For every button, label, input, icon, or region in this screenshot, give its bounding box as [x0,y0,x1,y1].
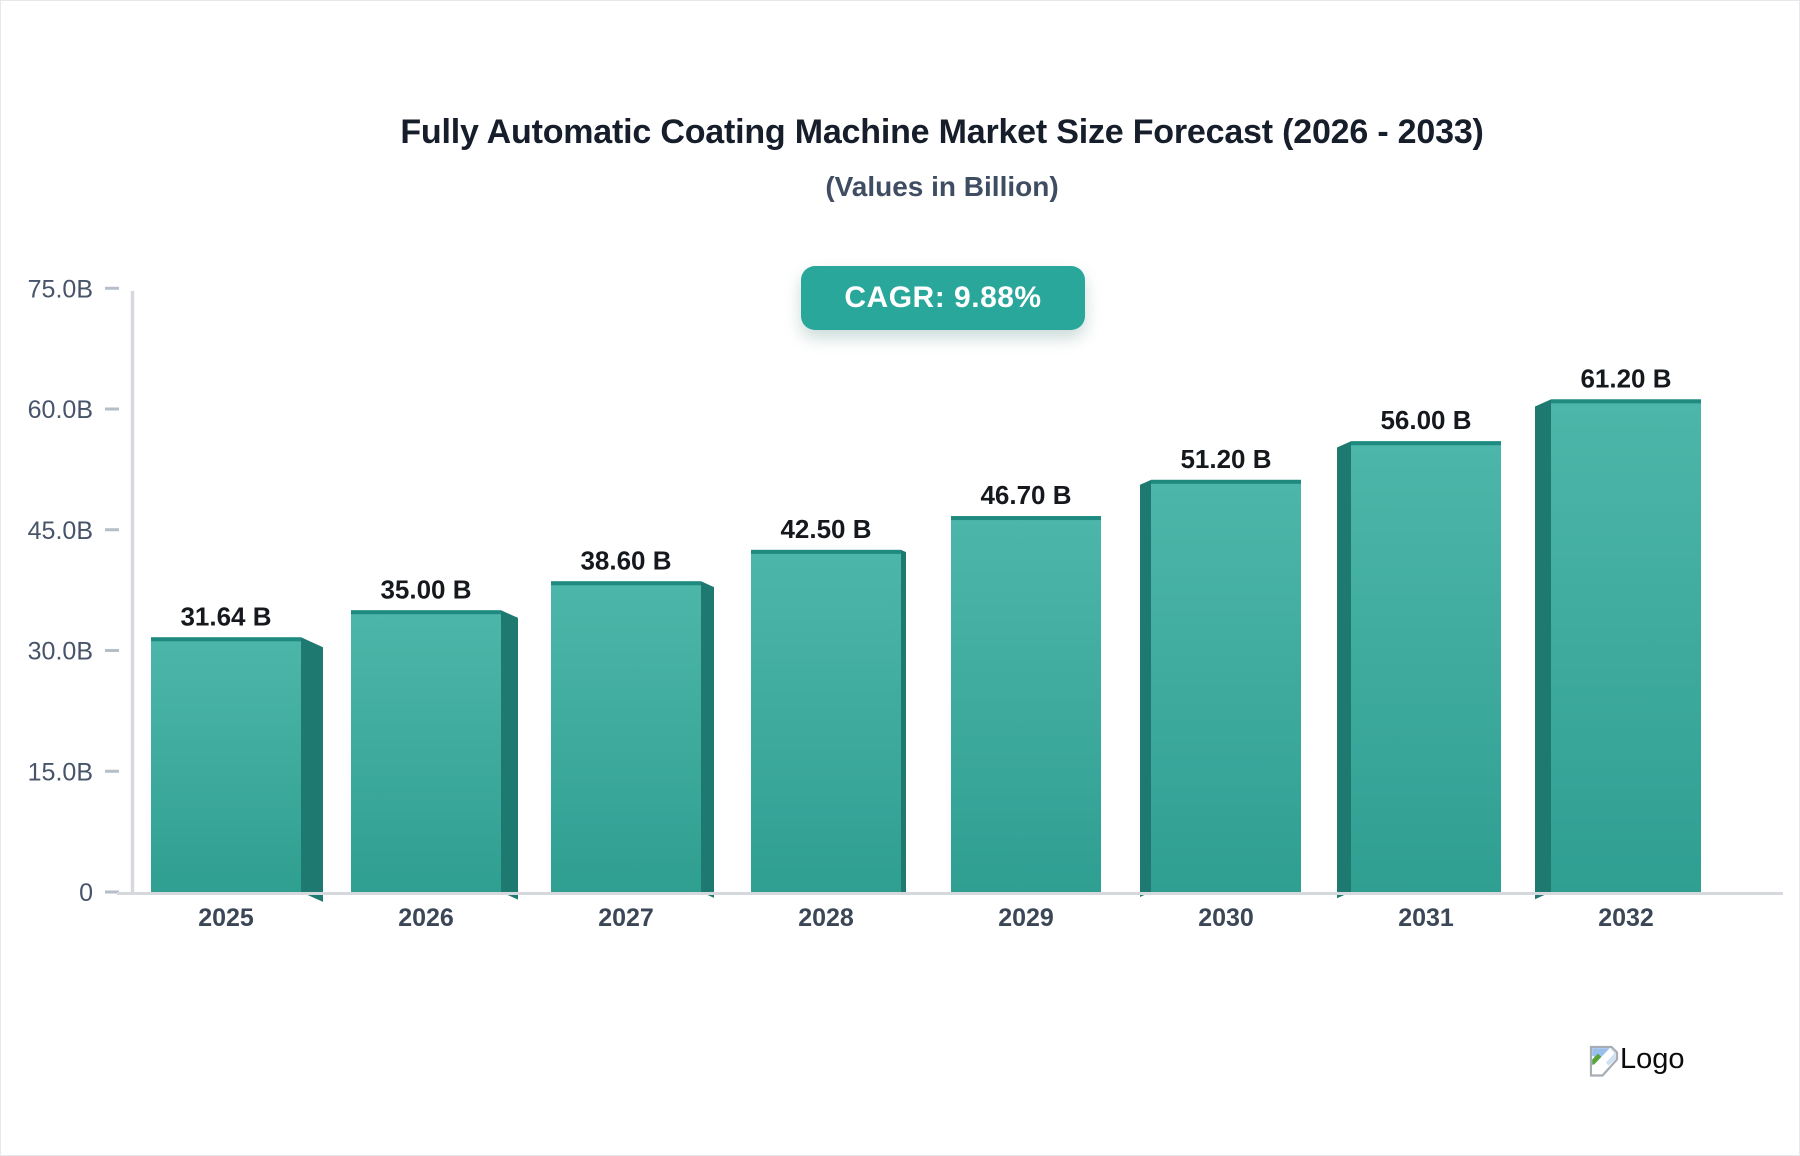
bar[interactable] [151,637,301,892]
bar-value-label: 51.20 B [1180,444,1271,474]
y-axis-label: 15.0B [28,758,93,786]
y-axis: 75.0B 60.0B 45.0B 30.0B 15.0B 0 [28,275,119,907]
bar[interactable] [351,610,501,892]
x-axis-label: 2031 [1398,904,1454,932]
chart-subtitle: (Values in Billion) [825,171,1059,202]
bar-side-face[interactable] [1337,441,1351,899]
bar-value-label: 31.64 B [180,601,271,631]
bar-side-face[interactable] [1535,399,1551,900]
bar-chart-plot: 75.0B 60.0B 45.0B 30.0B 15.0B 0 31.64 B 35.00 … [28,275,1783,932]
x-axis-label: 2027 [598,904,654,932]
bar-side-face[interactable] [301,637,323,902]
bar[interactable] [1351,441,1501,892]
bar-top-edge [351,610,501,615]
bar-side-face[interactable] [1140,479,1151,897]
bar-top-edge [151,637,301,642]
cagr-badge-label: CAGR: 9.88% [844,281,1042,314]
y-axis-label: 45.0B [28,517,93,545]
bar-side-face[interactable] [501,610,518,900]
bar[interactable] [551,581,701,892]
x-axis-label: 2032 [1598,904,1654,932]
bar-value-label: 46.70 B [980,480,1071,510]
bar-value-label: 35.00 B [380,574,471,604]
bar-value-label: 56.00 B [1380,405,1471,435]
bar-top-edge [1351,441,1501,446]
chart-title: Fully Automatic Coating Machine Market S… [400,113,1484,151]
bar-side-face[interactable] [701,581,714,898]
x-axis-label: 2026 [398,904,454,932]
y-axis-label: 0 [79,879,93,907]
x-axis: 2025 2026 2027 2028 2029 2030 2031 2032 [198,904,1654,932]
bars-group: 31.64 B 35.00 B 38.60 B 42.50 B 46.70 B 51.20… [151,363,1701,902]
bar-top-edge [951,516,1101,521]
bar[interactable] [1151,479,1301,892]
logo-alt-text: Logo [1620,1043,1685,1075]
bar-top-edge [1151,479,1301,484]
bar[interactable] [751,549,901,892]
bar[interactable] [1551,399,1701,892]
y-axis-label: 60.0B [28,396,93,424]
bar-value-label: 61.20 B [1580,363,1671,393]
bar-value-label: 42.50 B [780,514,871,544]
bar-top-edge [751,549,901,554]
logo-placeholder: Logo [1589,1039,1685,1079]
bar-top-edge [551,581,701,586]
bar-top-edge [1551,399,1701,404]
x-axis-label: 2025 [198,904,254,932]
y-axis-label: 75.0B [28,275,93,303]
x-axis-label: 2029 [998,904,1054,932]
x-axis-label: 2028 [798,904,854,932]
bar-side-face[interactable] [901,549,906,895]
cagr-badge: CAGR: 9.88% [801,266,1085,330]
bar-value-label: 38.60 B [580,545,671,575]
x-axis-label: 2030 [1198,904,1254,932]
bar[interactable] [951,516,1101,892]
y-axis-label: 30.0B [28,638,93,666]
broken-image-icon [1589,1045,1619,1077]
